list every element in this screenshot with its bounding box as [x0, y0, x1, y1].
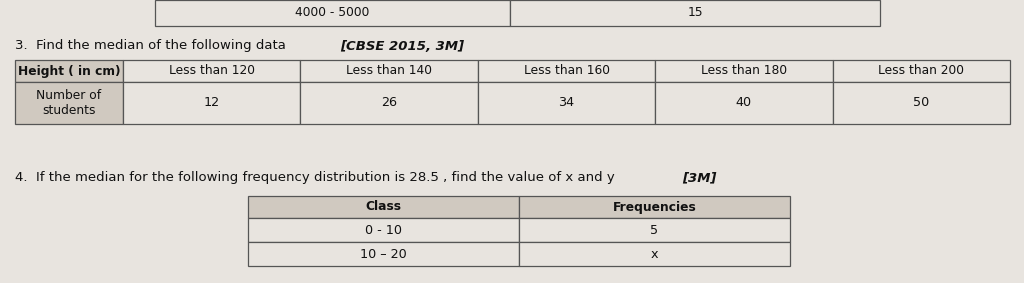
Text: 12: 12 [204, 97, 220, 110]
Bar [478, 82, 655, 124]
Text: 15: 15 [687, 7, 702, 20]
Text: Less than 160: Less than 160 [523, 65, 609, 78]
Bar [300, 82, 478, 124]
Text: [CBSE 2015, 3M]: [CBSE 2015, 3M] [340, 40, 464, 53]
Text: 10 – 20: 10 – 20 [360, 248, 407, 260]
Text: 50: 50 [913, 97, 930, 110]
Text: 0 - 10: 0 - 10 [365, 224, 402, 237]
Text: 4.  If the median for the following frequency distribution is 28.5 , find the va: 4. If the median for the following frequ… [15, 171, 618, 185]
Text: x: x [650, 248, 658, 260]
Bar [155, 0, 510, 26]
Bar [655, 82, 833, 124]
Text: Class: Class [366, 200, 401, 213]
Bar [519, 242, 790, 266]
Text: Number of
students: Number of students [37, 89, 101, 117]
Text: Less than 120: Less than 120 [169, 65, 255, 78]
Text: 40: 40 [736, 97, 752, 110]
Text: Frequencies: Frequencies [612, 200, 696, 213]
Bar [123, 60, 300, 82]
Text: [3M]: [3M] [682, 171, 717, 185]
Bar [510, 0, 880, 26]
Bar [519, 196, 790, 218]
Bar [833, 60, 1010, 82]
Text: Less than 200: Less than 200 [879, 65, 965, 78]
Bar [248, 196, 519, 218]
Text: Less than 140: Less than 140 [346, 65, 432, 78]
Text: 4000 - 5000: 4000 - 5000 [295, 7, 370, 20]
Text: 26: 26 [381, 97, 397, 110]
Bar [15, 60, 123, 82]
Bar [833, 82, 1010, 124]
Text: 3.  Find the median of the following data: 3. Find the median of the following data [15, 40, 290, 53]
Text: Height ( in cm): Height ( in cm) [17, 65, 120, 78]
Bar [123, 82, 300, 124]
Bar [519, 218, 790, 242]
Text: 5: 5 [650, 224, 658, 237]
Bar [655, 60, 833, 82]
Text: 34: 34 [558, 97, 574, 110]
Bar [15, 82, 123, 124]
Text: Less than 180: Less than 180 [700, 65, 787, 78]
Bar [300, 60, 478, 82]
Bar [248, 218, 519, 242]
Bar [248, 242, 519, 266]
Bar [478, 60, 655, 82]
